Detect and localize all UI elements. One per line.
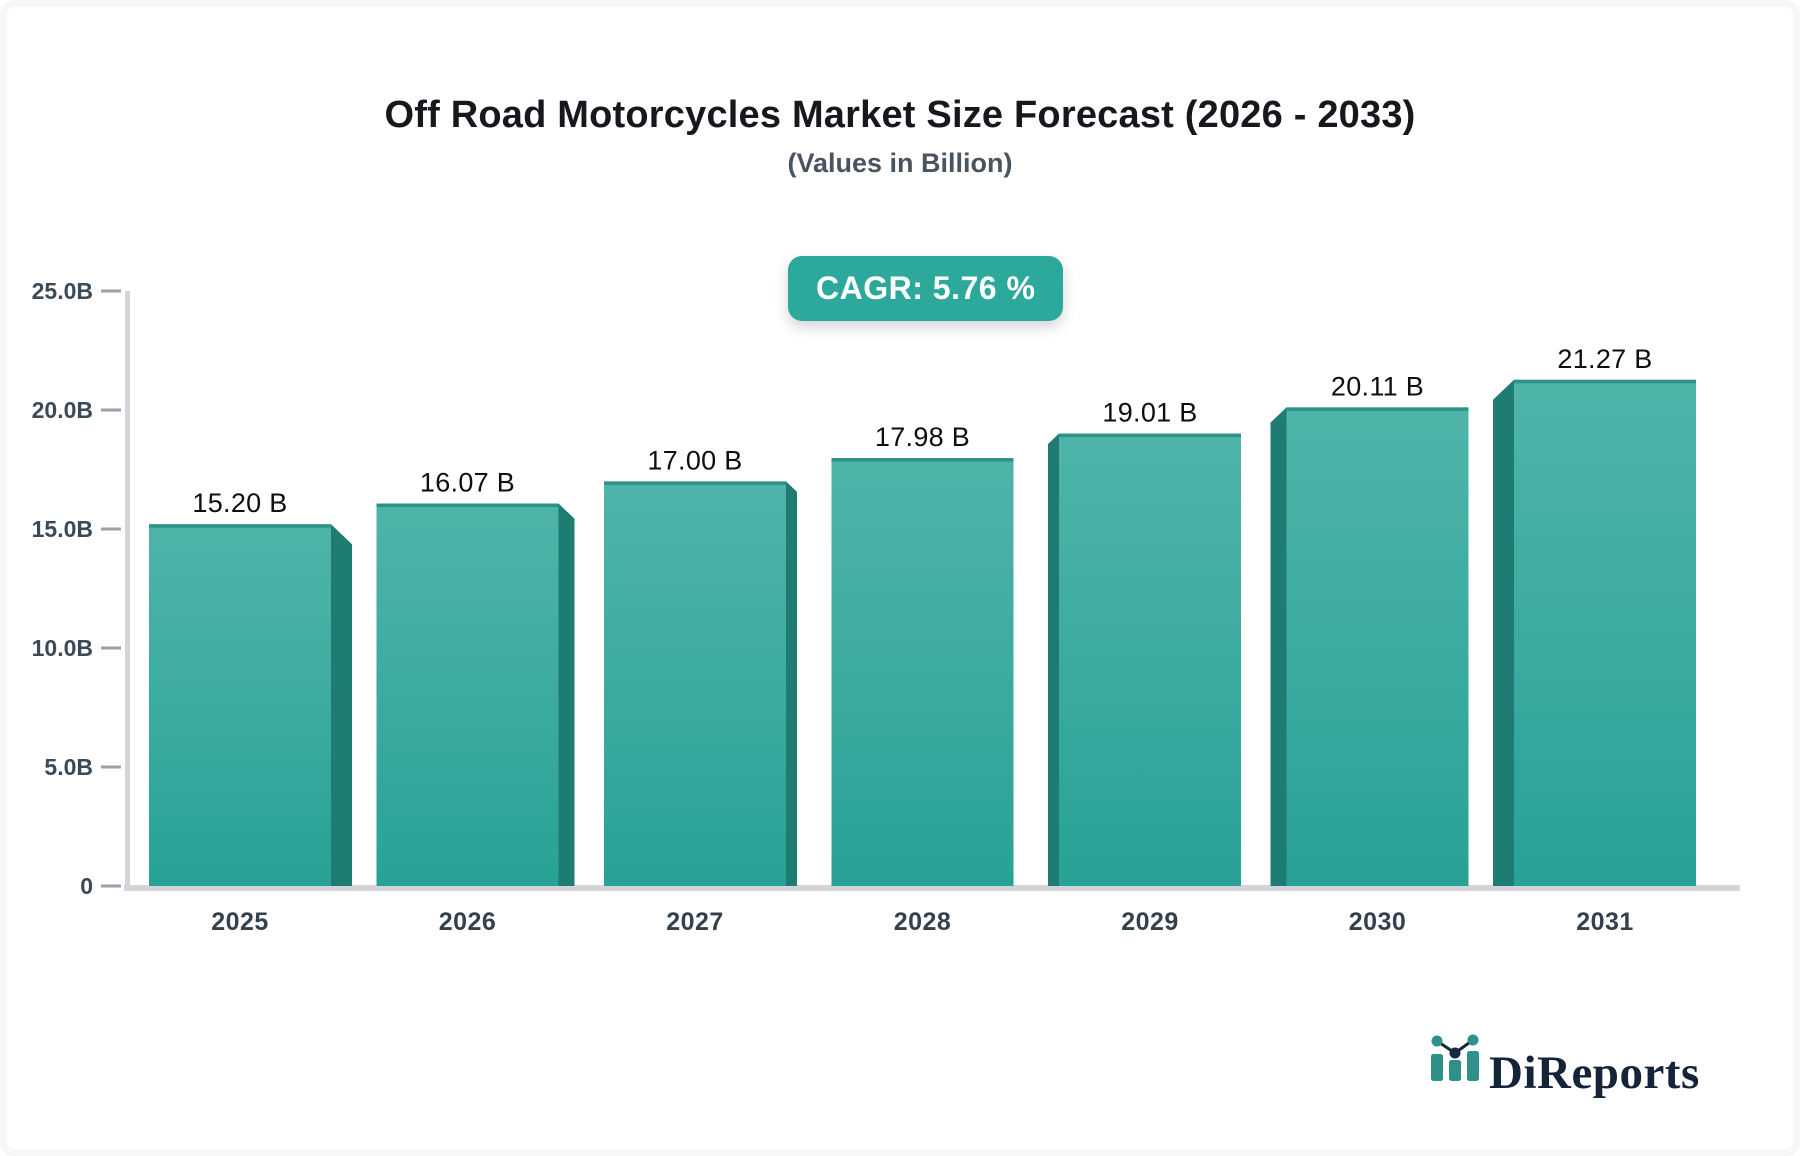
bar-value-label: 21.27 B: [1557, 344, 1652, 374]
bar-side-face: [786, 481, 797, 886]
y-tick-label: 10.0B: [32, 635, 93, 661]
bar-value-label: 17.00 B: [647, 445, 742, 475]
bar-value-label: 20.11 B: [1331, 371, 1424, 401]
bar-group-2028: 17.98 B 2028: [831, 422, 1014, 936]
bar-top-edge: [1286, 407, 1469, 411]
page-title: Off Road Motorcycles Market Size Forecas…: [384, 94, 1416, 136]
bar-face: [604, 481, 786, 886]
bar-group-2027: 17.00 B 2027: [604, 445, 797, 936]
page-subtitle: (Values in Billion): [787, 148, 1013, 178]
y-tick-mark: [101, 884, 121, 888]
bar-face: [149, 524, 331, 886]
bar-side-face: [558, 503, 575, 886]
y-tick-mark: [101, 527, 121, 531]
x-category-label: 2029: [1121, 908, 1179, 936]
bar-top-edge: [1059, 433, 1241, 438]
y-tick-label: 5.0B: [44, 754, 93, 780]
bar-side-face: [331, 524, 352, 886]
x-category-label: 2031: [1576, 908, 1634, 936]
logo-text: DiReports: [1489, 1047, 1700, 1099]
y-tick-label: 20.0B: [32, 397, 93, 423]
bar-group-2029: 19.01 B 2029: [1048, 398, 1241, 936]
bar-top-edge: [376, 503, 559, 508]
bar-group-2025: 15.20 B 2025: [149, 488, 352, 936]
bar-face: [831, 458, 1014, 886]
bar-side-face: [1493, 379, 1514, 886]
y-tick-mark: [101, 408, 121, 412]
direports-logo: DiReports: [1428, 1032, 1700, 1097]
bar-value-label: 16.07 B: [420, 468, 515, 498]
bar-value-label: 17.98 B: [875, 422, 970, 452]
x-category-label: 2030: [1349, 908, 1407, 936]
y-tick-label: 25.0B: [32, 278, 93, 304]
bar-side-face: [1270, 407, 1287, 886]
y-tick-mark: [101, 289, 121, 293]
bar-face: [1514, 379, 1696, 886]
bar-group-2026: 16.07 B 2026: [376, 468, 575, 936]
bar-top-edge: [149, 524, 331, 528]
bar-top-edge: [604, 481, 786, 485]
bar-side-face: [1048, 433, 1059, 886]
x-category-label: 2027: [666, 908, 724, 936]
y-tick-label: 15.0B: [32, 516, 93, 542]
y-axis-line: [125, 291, 130, 891]
bar-group-2031: 21.27 B 2031: [1493, 344, 1696, 936]
bar-value-label: 19.01 B: [1102, 398, 1197, 428]
cagr-badge: CAGR: 5.76 %: [788, 256, 1064, 321]
x-category-label: 2026: [439, 908, 497, 936]
bar-face: [376, 503, 559, 886]
bar-top-edge: [1514, 379, 1696, 384]
bar-group-2030: 20.11 B 2030: [1270, 371, 1469, 936]
logo-bar-line-chart-icon: [1431, 1034, 1479, 1081]
bar-face: [1059, 433, 1241, 886]
bar-face: [1286, 407, 1469, 886]
x-axis-line: [124, 885, 1740, 891]
y-tick-label: 0: [80, 873, 93, 899]
bar-top-edge: [831, 458, 1014, 462]
x-category-label: 2025: [211, 908, 269, 936]
bar-value-label: 15.20 B: [192, 488, 287, 518]
y-tick-mark: [101, 646, 121, 650]
x-category-label: 2028: [894, 908, 952, 936]
y-tick-mark: [101, 765, 121, 769]
